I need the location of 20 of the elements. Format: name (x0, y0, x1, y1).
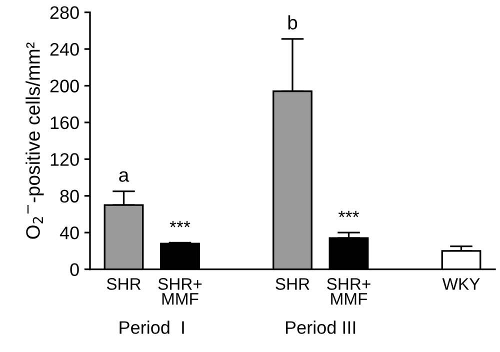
annotation: b (288, 15, 298, 30)
y-tick-label: 0 (70, 263, 79, 276)
y-axis-title: O$_{2}$$^{−}$-positive cells/mm² (26, 42, 44, 239)
y-tick-label: 120 (50, 153, 79, 166)
x-tick-label: WKY (442, 278, 480, 290)
text: Period III (286, 320, 356, 334)
annotation: *** (338, 210, 360, 218)
x-tick-label: SHR (276, 278, 310, 290)
text: Period I (120, 320, 184, 334)
y-tick-label: 240 (50, 42, 79, 56)
annotation: a (119, 171, 130, 182)
annotation: *** (170, 220, 190, 228)
x-tick-label: SHR+ MMF (327, 278, 370, 305)
y-tick-label: 280 (50, 6, 79, 20)
x-tick-label: SHR (106, 278, 141, 290)
y-tick-label: 200 (50, 80, 79, 92)
y-tick-label: 160 (50, 116, 79, 130)
y-tick-label: 40 (60, 226, 79, 240)
y-tick-label: 80 (60, 190, 79, 203)
x-tick-label: SHR+ MMF (158, 278, 202, 305)
